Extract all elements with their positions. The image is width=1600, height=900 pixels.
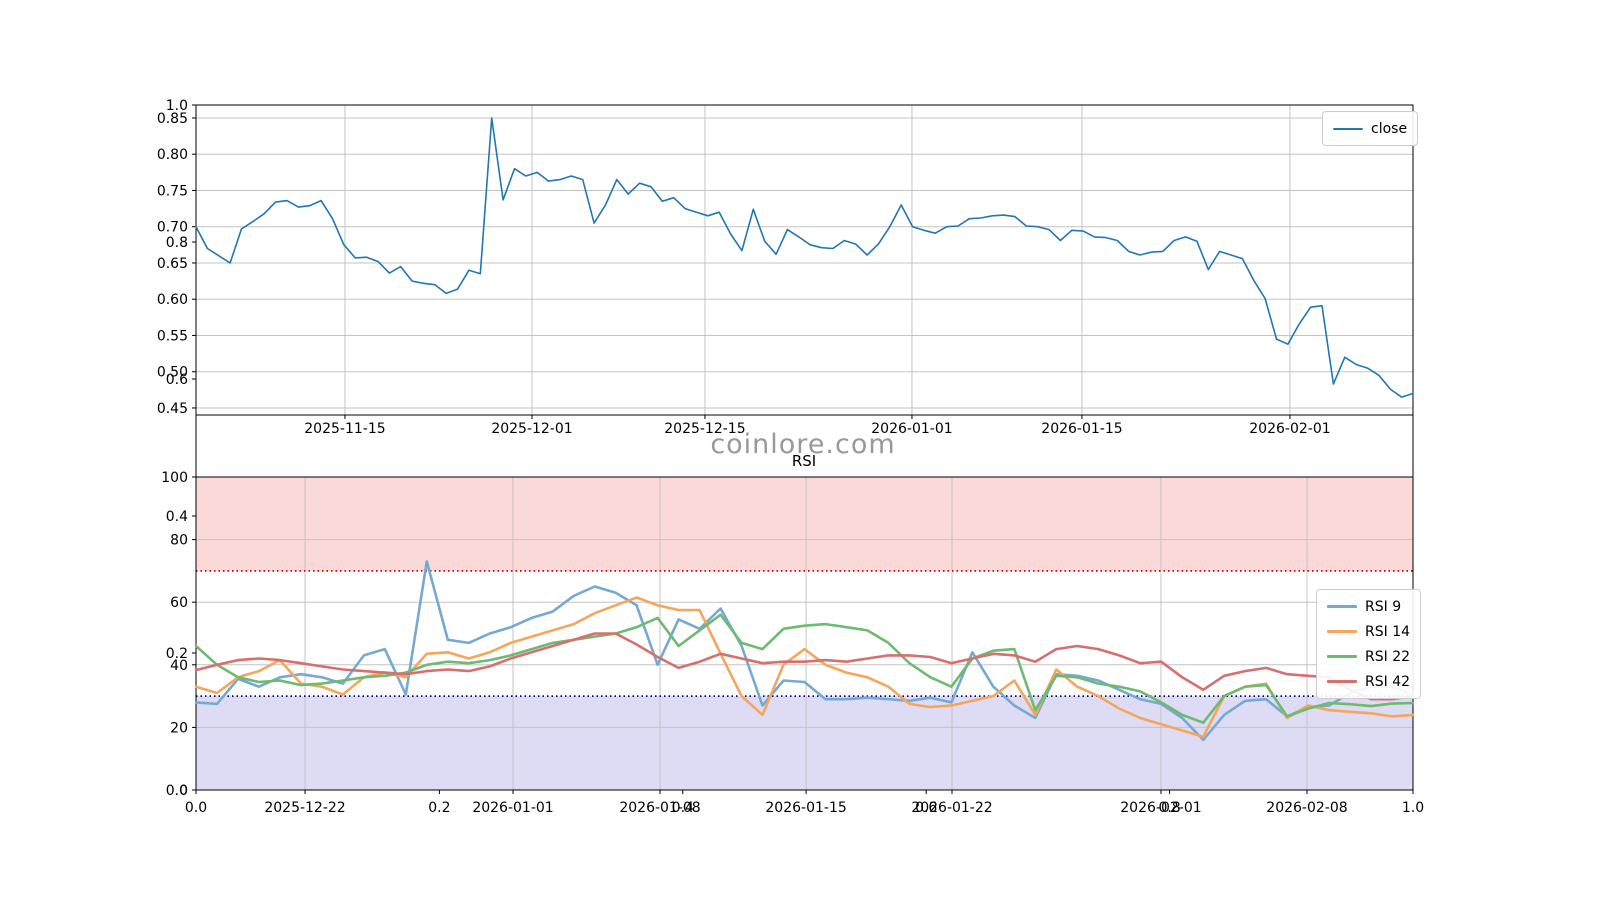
outer-xtick-label: 0.8 [1158, 800, 1180, 816]
price-ytick-label: 0.45 [157, 401, 188, 417]
rsi-ytick-label: 0 [179, 783, 188, 799]
watermark-coinlore: coinlore.com [710, 429, 896, 460]
legend-close: close [1322, 111, 1419, 146]
outer-xtick-label: 0.0 [185, 800, 207, 816]
price-ytick-label: 0.60 [157, 292, 188, 308]
overbought-band [196, 477, 1413, 571]
rsi-ytick-label: 80 [170, 533, 188, 549]
legend-item: RSI 14 [1327, 619, 1410, 644]
price-ytick-label: 0.55 [157, 328, 188, 344]
outer-ytick-label: 0.6 [166, 372, 188, 388]
outer-xtick-label: 0.4 [672, 800, 694, 816]
price-axes-frame [195, 104, 1414, 416]
price-ytick-label: 0.50 [157, 365, 188, 381]
legend-line-sample [1333, 127, 1363, 130]
price-ytick-label: 0.75 [157, 183, 188, 199]
price-xtick-label: 2025-11-15 [304, 421, 385, 437]
legend-line-sample [1327, 655, 1357, 658]
legend-item: close [1333, 116, 1407, 141]
legend-item: RSI 42 [1327, 669, 1410, 694]
series-rsi-9 [194, 560, 1415, 742]
legend-label: RSI 14 [1365, 623, 1411, 640]
rsi-chart-title: RSI [791, 452, 817, 470]
rsi-ytick-label: 40 [170, 658, 188, 674]
series-rsi-14 [194, 596, 1415, 739]
rsi-xtick-label: 2026-02-08 [1266, 800, 1347, 816]
legend-label: close [1371, 120, 1408, 137]
price-xtick-label: 2026-01-01 [871, 421, 952, 437]
price-ytick-label: 0.70 [157, 220, 188, 236]
price-xtick-label: 2026-02-01 [1249, 421, 1330, 437]
oversold-band [196, 696, 1413, 790]
price-ytick-label: 0.85 [157, 111, 188, 127]
legend-line-sample [1327, 630, 1357, 633]
series-rsi-42 [194, 632, 1415, 701]
rsi-ytick-label: 60 [170, 595, 188, 611]
legend-label: RSI 22 [1365, 648, 1411, 665]
rsi-xtick-label: 2026-01-15 [765, 800, 846, 816]
outer-xtick-label: 1.0 [1402, 800, 1424, 816]
legend-item: RSI 22 [1327, 644, 1410, 669]
rsi-xtick-label: 2026-01-08 [619, 800, 700, 816]
series-close [195, 117, 1414, 398]
outer-ytick-label: 0.2 [166, 646, 188, 662]
rsi-xtick-label: 2025-12-22 [264, 800, 345, 816]
outer-ytick-label: 0.4 [166, 509, 188, 525]
legend-line-sample [1327, 605, 1357, 608]
rsi-xtick-label: 2026-02-01 [1120, 800, 1201, 816]
legend-line-sample [1327, 680, 1357, 683]
outer-ytick-label: 0.0 [166, 783, 188, 799]
legend-label: RSI 42 [1365, 673, 1411, 690]
outer-xtick-label: 0.6 [915, 800, 937, 816]
legend-rsi: RSI 9 RSI 14 RSI 22 RSI 42 [1316, 589, 1422, 699]
outer-ytick-label: 1.0 [166, 98, 188, 114]
legend-item: RSI 9 [1327, 594, 1410, 619]
outer-ytick-label: 0.8 [166, 235, 188, 251]
price-ytick-label: 0.80 [157, 147, 188, 163]
rsi-xtick-label: 2026-01-01 [472, 800, 553, 816]
price-xtick-label: 2026-01-15 [1041, 421, 1122, 437]
price-ytick-label: 0.65 [157, 256, 188, 272]
rsi-ytick-label: 20 [170, 720, 188, 736]
rsi-ytick-label: 100 [161, 470, 188, 486]
price-xtick-label: 2025-12-01 [491, 421, 572, 437]
rsi-xtick-label: 2026-01-22 [911, 800, 992, 816]
price-xtick-label: 2025-12-15 [664, 421, 745, 437]
legend-label: RSI 9 [1365, 598, 1402, 615]
outer-xtick-label: 0.2 [428, 800, 450, 816]
